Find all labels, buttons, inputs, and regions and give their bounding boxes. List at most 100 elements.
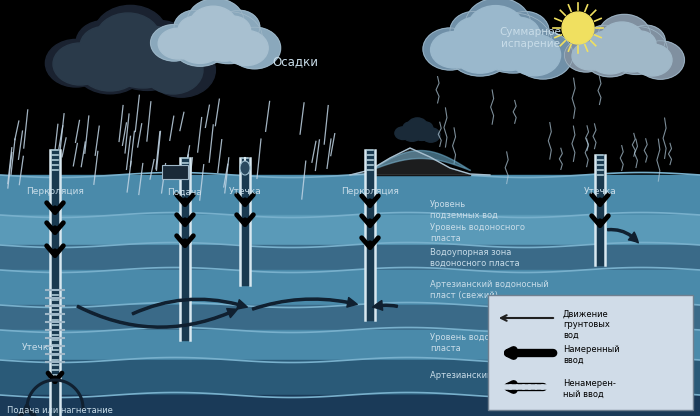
Bar — [162, 165, 188, 179]
Ellipse shape — [598, 15, 651, 57]
Ellipse shape — [395, 127, 411, 139]
Text: Подача: Подача — [167, 188, 202, 196]
Ellipse shape — [131, 27, 179, 65]
Text: Утечка: Утечка — [584, 188, 617, 196]
FancyArrowPatch shape — [77, 305, 237, 328]
Text: Намеренный
ввод: Намеренный ввод — [563, 345, 620, 364]
Ellipse shape — [498, 17, 540, 51]
Text: Суммарное
испарение: Суммарное испарение — [499, 27, 561, 49]
Bar — [0, 215, 700, 245]
Ellipse shape — [174, 10, 216, 44]
Bar — [366, 150, 374, 320]
Ellipse shape — [450, 34, 510, 76]
Ellipse shape — [53, 43, 107, 85]
Ellipse shape — [423, 28, 477, 70]
Text: Движение
грунтовых
вод: Движение грунтовых вод — [563, 310, 610, 340]
Ellipse shape — [636, 41, 685, 79]
Ellipse shape — [134, 21, 188, 65]
Bar — [0, 360, 700, 395]
Ellipse shape — [626, 25, 665, 57]
Bar — [0, 245, 700, 270]
Ellipse shape — [150, 25, 197, 61]
Ellipse shape — [454, 17, 496, 51]
Ellipse shape — [606, 26, 668, 74]
Text: Подача или нагнетание: Подача или нагнетание — [7, 406, 113, 414]
FancyArrowPatch shape — [372, 301, 398, 310]
FancyArrowPatch shape — [608, 228, 638, 243]
Ellipse shape — [218, 10, 260, 44]
Text: Артезианский водоносный
пласт (свежий): Артезианский водоносный пласт (свежий) — [430, 280, 549, 300]
Bar — [0, 0, 700, 175]
Ellipse shape — [80, 27, 128, 65]
Ellipse shape — [103, 22, 192, 90]
Bar — [0, 305, 700, 330]
Bar — [0, 330, 700, 360]
Ellipse shape — [195, 17, 253, 61]
Ellipse shape — [178, 32, 222, 63]
Text: Перколяция: Перколяция — [341, 188, 399, 196]
Text: Перколяция: Перколяция — [26, 188, 84, 196]
Text: Уровень водоносного
пласта: Уровень водоносного пласта — [430, 223, 525, 243]
Bar — [181, 158, 189, 340]
Ellipse shape — [632, 44, 672, 76]
Ellipse shape — [501, 12, 549, 50]
Ellipse shape — [195, 12, 262, 64]
Ellipse shape — [430, 32, 477, 68]
Ellipse shape — [513, 31, 573, 79]
Ellipse shape — [148, 43, 216, 97]
Ellipse shape — [76, 21, 130, 65]
Ellipse shape — [143, 46, 203, 94]
Ellipse shape — [475, 19, 542, 71]
Ellipse shape — [606, 32, 658, 72]
Ellipse shape — [46, 40, 106, 87]
FancyArrowPatch shape — [132, 298, 247, 315]
Ellipse shape — [80, 49, 140, 91]
Text: Водоупорная зона
водоносного пласта: Водоупорная зона водоносного пласта — [430, 248, 519, 268]
Text: Ненамерен-
ный ввод: Ненамерен- ный ввод — [563, 379, 616, 399]
Ellipse shape — [564, 38, 608, 72]
Ellipse shape — [178, 16, 214, 45]
Ellipse shape — [454, 37, 506, 73]
Ellipse shape — [104, 28, 182, 88]
Ellipse shape — [403, 122, 417, 134]
Ellipse shape — [474, 13, 552, 73]
Bar — [51, 150, 59, 416]
Ellipse shape — [422, 128, 440, 142]
Text: Артезианский водоносный пласт (соленый): Артезианский водоносный пласт (соленый) — [430, 371, 624, 379]
Ellipse shape — [403, 129, 421, 141]
Ellipse shape — [410, 122, 433, 140]
Ellipse shape — [586, 25, 624, 57]
Ellipse shape — [240, 161, 250, 175]
FancyArrowPatch shape — [252, 297, 357, 310]
Bar — [0, 395, 700, 416]
Ellipse shape — [229, 27, 281, 69]
Ellipse shape — [624, 31, 656, 57]
Ellipse shape — [509, 34, 561, 76]
Ellipse shape — [562, 12, 594, 44]
Text: Уровень водоносного
пласта: Уровень водоносного пласта — [430, 333, 525, 353]
Text: Уровень
подземных вод: Уровень подземных вод — [430, 200, 498, 220]
Ellipse shape — [174, 30, 226, 66]
Ellipse shape — [224, 30, 268, 66]
Ellipse shape — [586, 43, 634, 77]
Ellipse shape — [572, 42, 608, 70]
Ellipse shape — [93, 5, 168, 67]
Text: Осадки: Осадки — [272, 55, 318, 69]
Text: Утечка: Утечка — [229, 188, 261, 196]
Bar — [241, 158, 249, 285]
Bar — [0, 175, 700, 215]
Ellipse shape — [187, 0, 244, 45]
Ellipse shape — [419, 122, 433, 134]
Ellipse shape — [590, 46, 630, 74]
Ellipse shape — [216, 16, 251, 45]
Bar — [0, 270, 700, 305]
Polygon shape — [350, 148, 490, 175]
Ellipse shape — [407, 118, 427, 134]
Ellipse shape — [600, 22, 644, 58]
Ellipse shape — [76, 46, 144, 94]
Ellipse shape — [95, 13, 161, 67]
Ellipse shape — [158, 28, 198, 59]
Ellipse shape — [189, 6, 237, 46]
Bar — [488, 295, 693, 410]
Ellipse shape — [465, 0, 531, 52]
